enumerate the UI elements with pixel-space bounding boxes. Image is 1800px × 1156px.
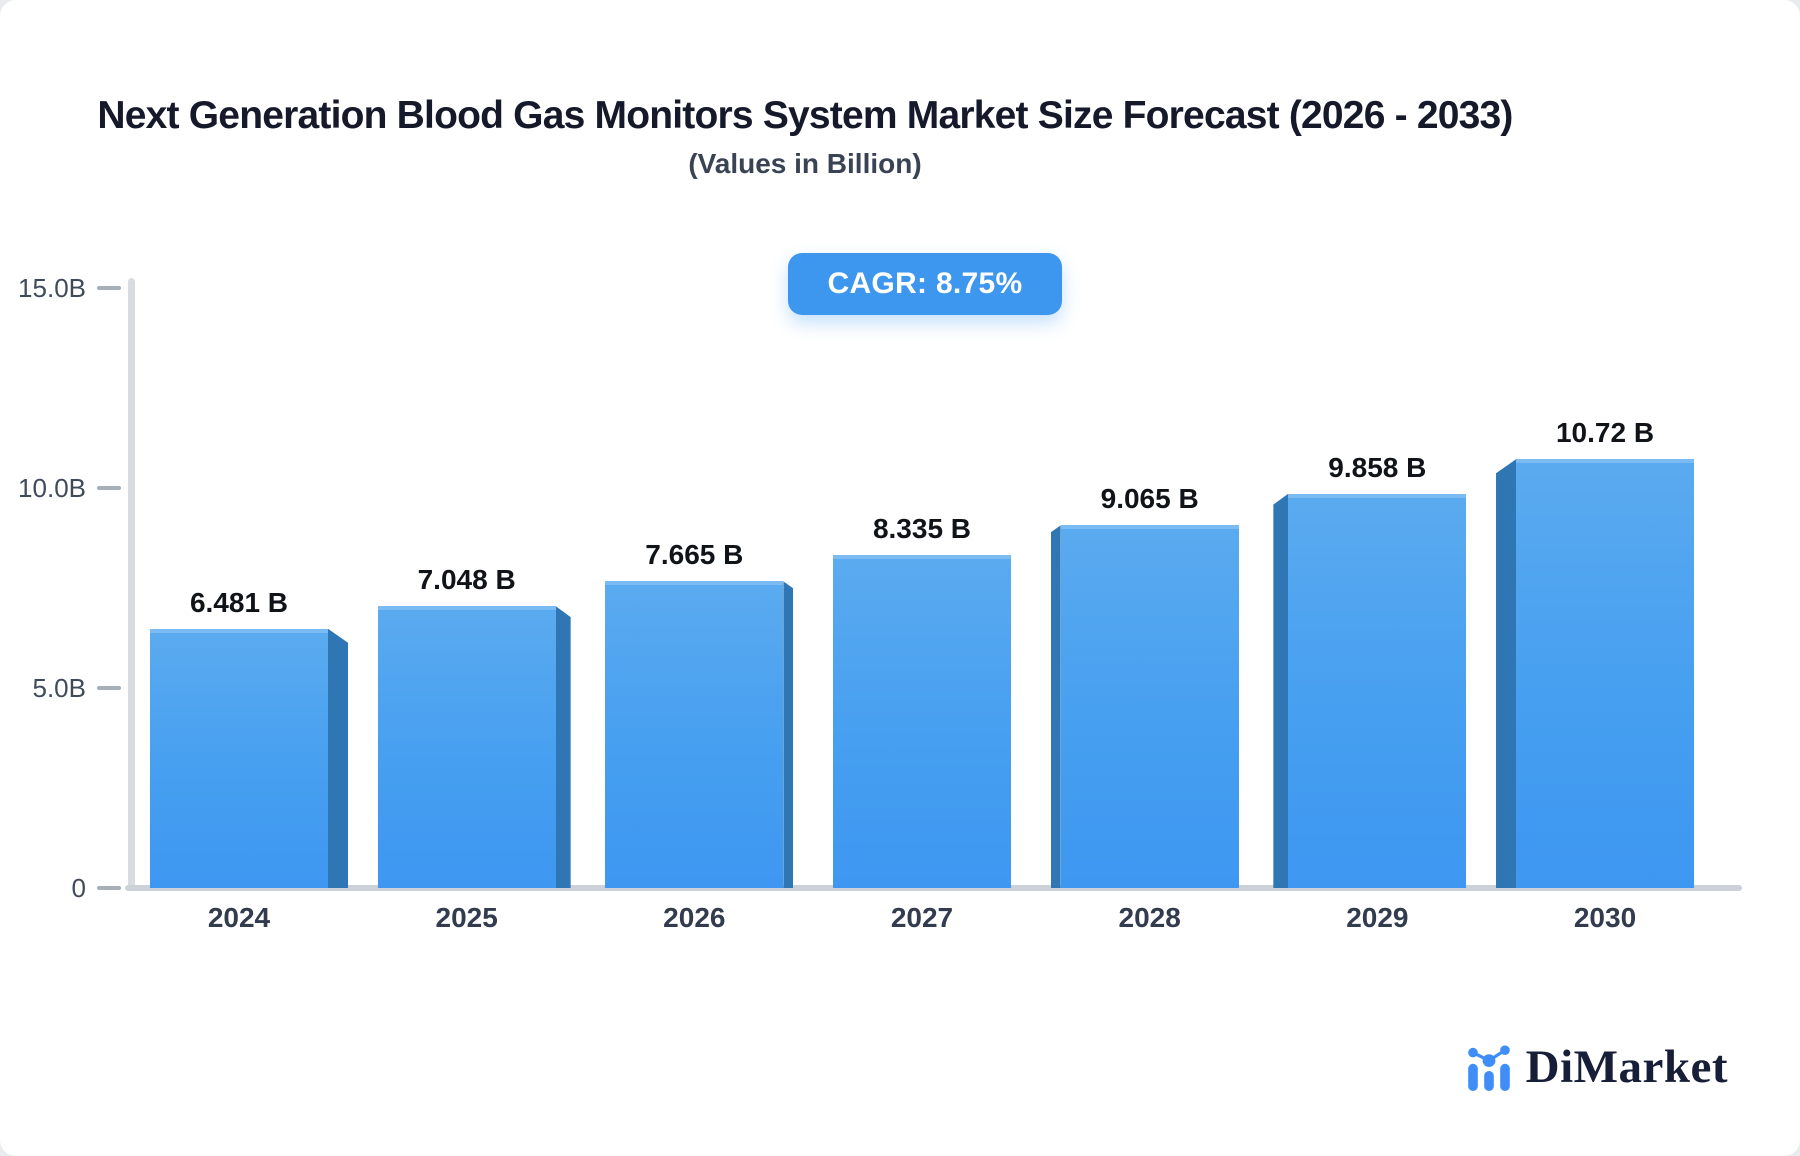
bar-2025 bbox=[377, 606, 556, 888]
bar-2030 bbox=[1516, 459, 1695, 888]
bar-value-label: 10.72 B bbox=[1555, 417, 1655, 449]
bar-value-label: 9.065 B bbox=[1100, 483, 1199, 515]
y-tick-label: 10.0B bbox=[18, 473, 86, 503]
cagr-badge: CAGR: 8.75% bbox=[788, 253, 1062, 315]
dimarket-logo: DiMarket bbox=[1465, 1036, 1728, 1098]
bar-2027 bbox=[833, 554, 1011, 888]
y-tick bbox=[97, 886, 121, 890]
y-tick bbox=[97, 286, 121, 290]
bar-value-label: 7.665 B bbox=[645, 539, 744, 571]
y-tick bbox=[97, 686, 121, 690]
y-tick bbox=[97, 486, 121, 490]
bar-side bbox=[1050, 525, 1061, 888]
bar-side bbox=[555, 606, 571, 888]
bar-value-label: 6.481 B bbox=[189, 586, 289, 618]
y-tick-label: 15.0B bbox=[18, 273, 86, 303]
bar-2024 bbox=[150, 628, 328, 888]
x-tick-label: 2029 bbox=[1346, 902, 1409, 933]
y-axis-line bbox=[128, 278, 135, 891]
bar-side bbox=[783, 581, 794, 888]
x-tick-label: 2024 bbox=[207, 902, 271, 933]
bar-2026 bbox=[605, 581, 784, 888]
bar-side bbox=[328, 628, 348, 888]
bar-2029 bbox=[1288, 493, 1467, 888]
bar-2028 bbox=[1060, 525, 1239, 888]
x-tick-label: 2027 bbox=[890, 902, 954, 933]
y-tick-label: 0 bbox=[71, 873, 86, 903]
dimarket-logo-icon bbox=[1467, 1045, 1510, 1091]
bar-value-label: 8.335 B bbox=[872, 512, 972, 544]
bar-value-label: 7.048 B bbox=[417, 564, 516, 596]
x-tick-label: 2028 bbox=[1118, 902, 1181, 933]
x-tick-label: 2025 bbox=[435, 902, 498, 933]
x-axis-line bbox=[125, 885, 1742, 891]
bar-side bbox=[1496, 459, 1517, 888]
chart-title: Next Generation Blood Gas Monitors Syste… bbox=[97, 94, 1513, 137]
bar-side bbox=[1273, 493, 1289, 888]
x-tick-label: 2030 bbox=[1573, 902, 1637, 933]
chart-subtitle: (Values in Billion) bbox=[688, 148, 922, 179]
x-tick-label: 2026 bbox=[663, 902, 726, 933]
dimarket-logo-text: DiMarket bbox=[1525, 1041, 1728, 1093]
y-tick-label: 5.0B bbox=[32, 673, 87, 703]
bar-value-label: 9.858 B bbox=[1328, 451, 1427, 483]
